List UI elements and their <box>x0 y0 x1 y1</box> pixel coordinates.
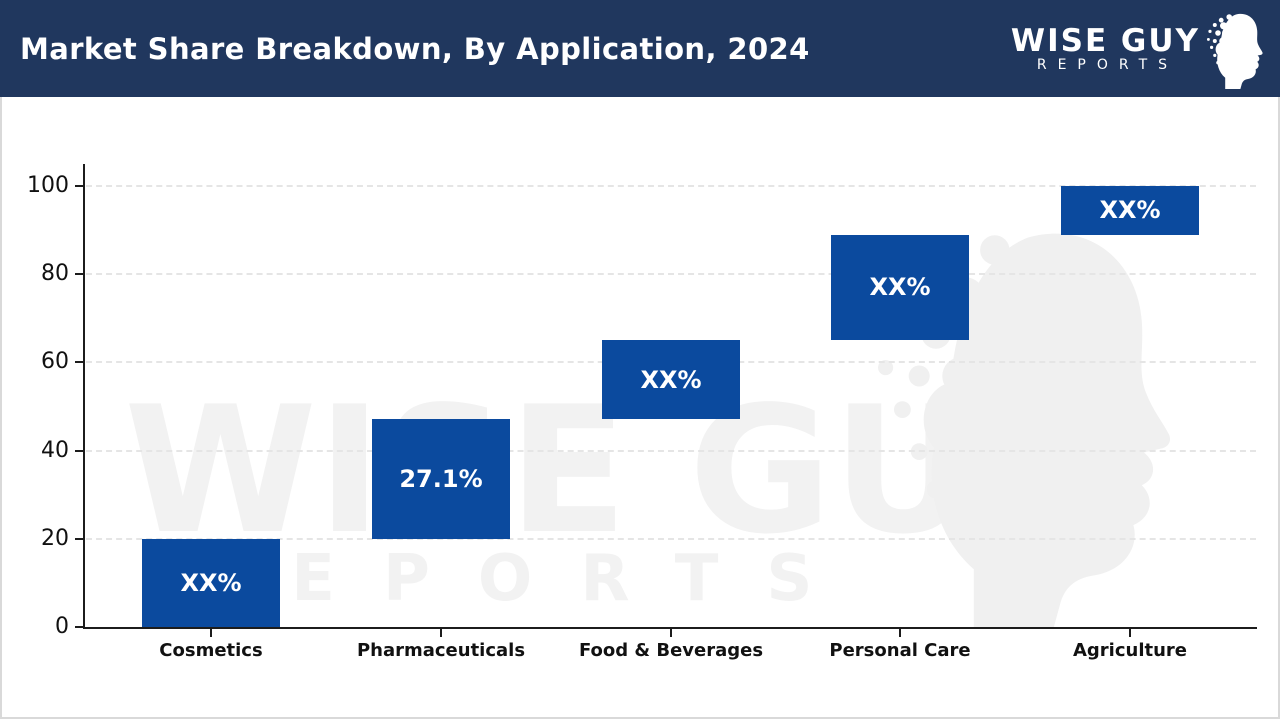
bar-value-label: 27.1% <box>399 465 483 494</box>
watermark-subtext: REPORTS <box>194 542 861 616</box>
y-tick-mark <box>75 185 83 187</box>
y-tick-label: 100 <box>27 173 69 198</box>
logo-subtext: REPORTS <box>1036 57 1179 74</box>
bar-value-label: XX% <box>640 365 702 394</box>
y-tick-label: 80 <box>41 261 69 287</box>
y-tick-mark <box>75 537 83 540</box>
brand-logo-text: WISE GUY REPORTS <box>1011 25 1200 74</box>
y-axis-line <box>83 164 85 629</box>
gridline-y-40 <box>86 449 1256 452</box>
y-tick-mark <box>75 449 83 452</box>
brand-logo: WISE GUY REPORTS <box>1011 4 1266 94</box>
bar-value-label: XX% <box>869 273 931 302</box>
x-tick-label: Cosmetics <box>159 640 263 661</box>
x-tick-label: Food & Beverages <box>578 640 764 661</box>
y-tick-mark <box>75 626 83 628</box>
logo-wordmark: WISE GUY <box>1010 22 1200 59</box>
y-tick-mark <box>75 273 83 276</box>
x-tick-mark <box>210 629 212 637</box>
chart-title: Market Share Breakdown, By Application, … <box>20 31 810 66</box>
bar-cosmetics: XX% <box>142 538 280 627</box>
y-tick-label: 40 <box>41 437 69 463</box>
x-tick-mark <box>670 629 672 637</box>
bar-value-label: XX% <box>180 568 242 597</box>
x-tick-mark <box>1129 629 1131 637</box>
bar-value-label: XX% <box>1099 196 1161 225</box>
y-tick-label: 20 <box>41 525 69 551</box>
x-axis-line <box>83 627 1257 629</box>
gridline-y-20 <box>86 537 1256 540</box>
bar-food-beverages: XX% <box>602 340 740 420</box>
y-tick-label: 60 <box>41 349 69 375</box>
bar-pharmaceuticals: 27.1% <box>372 419 510 539</box>
x-tick-label: Agriculture <box>1072 640 1188 661</box>
x-tick-label: Pharmaceuticals <box>356 640 526 661</box>
x-tick-label: Personal Care <box>829 640 971 661</box>
bar-personal-care: XX% <box>831 234 969 341</box>
gridline-y-80 <box>86 273 1256 276</box>
x-tick-mark <box>899 629 901 637</box>
y-tick-label: 0 <box>55 614 69 639</box>
y-tick-mark <box>75 361 83 364</box>
header: Market Share Breakdown, By Application, … <box>0 0 1280 97</box>
x-tick-mark <box>440 629 442 637</box>
bar-agriculture: XX% <box>1061 186 1199 235</box>
gridline-y-100 <box>86 185 1256 187</box>
dotted-face-icon <box>1206 13 1263 90</box>
